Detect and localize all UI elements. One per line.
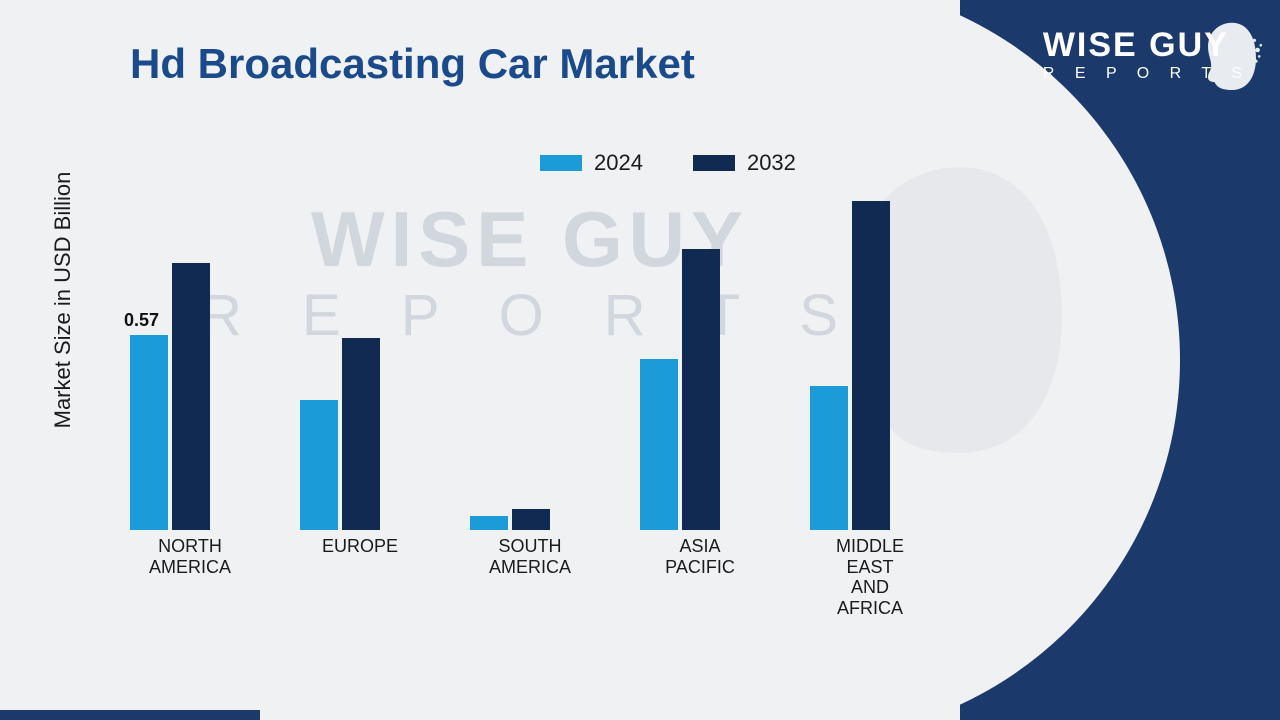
- category-label: NORTHAMERICA: [110, 530, 270, 577]
- bar: [682, 249, 720, 530]
- bottom-accent-bar: [0, 710, 260, 720]
- bar: [852, 201, 890, 530]
- y-axis-label: Market Size in USD Billion: [50, 60, 76, 540]
- bar: [342, 338, 380, 530]
- stage: WISE GUY R E P O R T S Hd Broadcasting C…: [0, 0, 1280, 720]
- bar: [810, 386, 848, 530]
- value-label: 0.57: [124, 310, 159, 331]
- category-label: EUROPE: [280, 530, 440, 557]
- legend-swatch-2032: [693, 155, 735, 171]
- bar: [470, 516, 508, 530]
- category-label: SOUTHAMERICA: [450, 530, 610, 577]
- legend-swatch-2024: [540, 155, 582, 171]
- bar: [130, 335, 168, 530]
- bar: [300, 400, 338, 530]
- bar: [640, 359, 678, 530]
- chart-title: Hd Broadcasting Car Market: [130, 40, 695, 88]
- bar: [172, 263, 210, 530]
- category-label: MIDDLEEASTANDAFRICA: [790, 530, 950, 619]
- plot-area: NORTHAMERICAEUROPESOUTHAMERICAASIAPACIFI…: [110, 170, 940, 530]
- category-label: ASIAPACIFIC: [620, 530, 780, 577]
- brand-head-icon: [1192, 18, 1272, 98]
- bar: [512, 509, 550, 530]
